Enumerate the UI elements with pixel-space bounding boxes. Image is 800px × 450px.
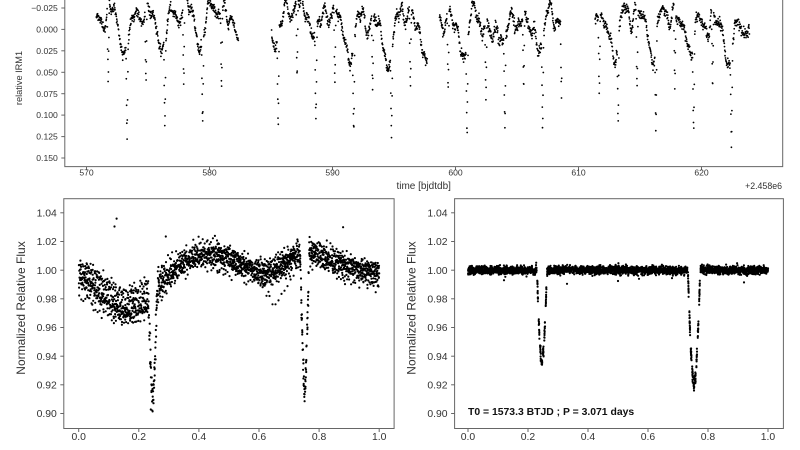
svg-text:0.92: 0.92 <box>427 381 447 392</box>
svg-text:−0.025: −0.025 <box>31 3 58 13</box>
svg-text:1.00: 1.00 <box>37 266 57 277</box>
svg-text:0.000: 0.000 <box>36 25 58 35</box>
svg-text:0.025: 0.025 <box>36 46 58 56</box>
svg-text:1.04: 1.04 <box>37 209 57 220</box>
svg-text:+2.458e6: +2.458e6 <box>745 181 782 191</box>
svg-text:600: 600 <box>448 168 463 178</box>
svg-text:0.6: 0.6 <box>641 432 656 443</box>
svg-text:570: 570 <box>79 168 94 178</box>
svg-text:0.4: 0.4 <box>581 432 596 443</box>
svg-text:590: 590 <box>325 168 340 178</box>
svg-text:Normalized Relative Flux: Normalized Relative Flux <box>405 241 419 374</box>
svg-text:relative IRM1: relative IRM1 <box>14 51 24 105</box>
svg-text:0.050: 0.050 <box>36 67 58 77</box>
svg-text:0.98: 0.98 <box>427 295 447 306</box>
svg-text:1.04: 1.04 <box>427 209 447 220</box>
svg-text:0.150: 0.150 <box>36 153 58 163</box>
svg-text:0.96: 0.96 <box>37 323 57 334</box>
svg-text:0.90: 0.90 <box>427 409 447 420</box>
svg-text:0.98: 0.98 <box>37 295 57 306</box>
svg-text:0.100: 0.100 <box>36 110 58 120</box>
svg-text:0.4: 0.4 <box>192 432 207 443</box>
svg-text:0.6: 0.6 <box>252 432 267 443</box>
svg-text:T0 = 1573.3 BTJD ; P = 3.071 d: T0 = 1573.3 BTJD ; P = 3.071 days <box>468 407 634 418</box>
svg-text:610: 610 <box>571 168 586 178</box>
svg-text:0.94: 0.94 <box>37 352 57 363</box>
svg-text:1.00: 1.00 <box>427 266 447 277</box>
svg-text:0.8: 0.8 <box>312 432 327 443</box>
svg-text:0.2: 0.2 <box>521 432 536 443</box>
svg-text:1.02: 1.02 <box>427 237 447 248</box>
svg-text:620: 620 <box>694 168 709 178</box>
svg-text:0.96: 0.96 <box>427 323 447 334</box>
svg-text:580: 580 <box>202 168 217 178</box>
svg-text:0.94: 0.94 <box>427 352 447 363</box>
svg-text:0.0: 0.0 <box>461 432 476 443</box>
svg-text:1.02: 1.02 <box>37 237 57 248</box>
svg-text:1.0: 1.0 <box>372 432 387 443</box>
svg-text:0.92: 0.92 <box>37 381 57 392</box>
svg-text:0.8: 0.8 <box>701 432 716 443</box>
svg-text:Normalized Relative Flux: Normalized Relative Flux <box>14 241 28 374</box>
svg-text:0.125: 0.125 <box>36 132 58 142</box>
svg-text:1.0: 1.0 <box>761 432 776 443</box>
svg-text:0.0: 0.0 <box>71 432 86 443</box>
svg-text:0.2: 0.2 <box>132 432 147 443</box>
svg-text:0.90: 0.90 <box>37 409 57 420</box>
svg-text:time [bjdtdb]: time [bjdtdb] <box>396 181 451 192</box>
svg-text:0.075: 0.075 <box>36 89 58 99</box>
